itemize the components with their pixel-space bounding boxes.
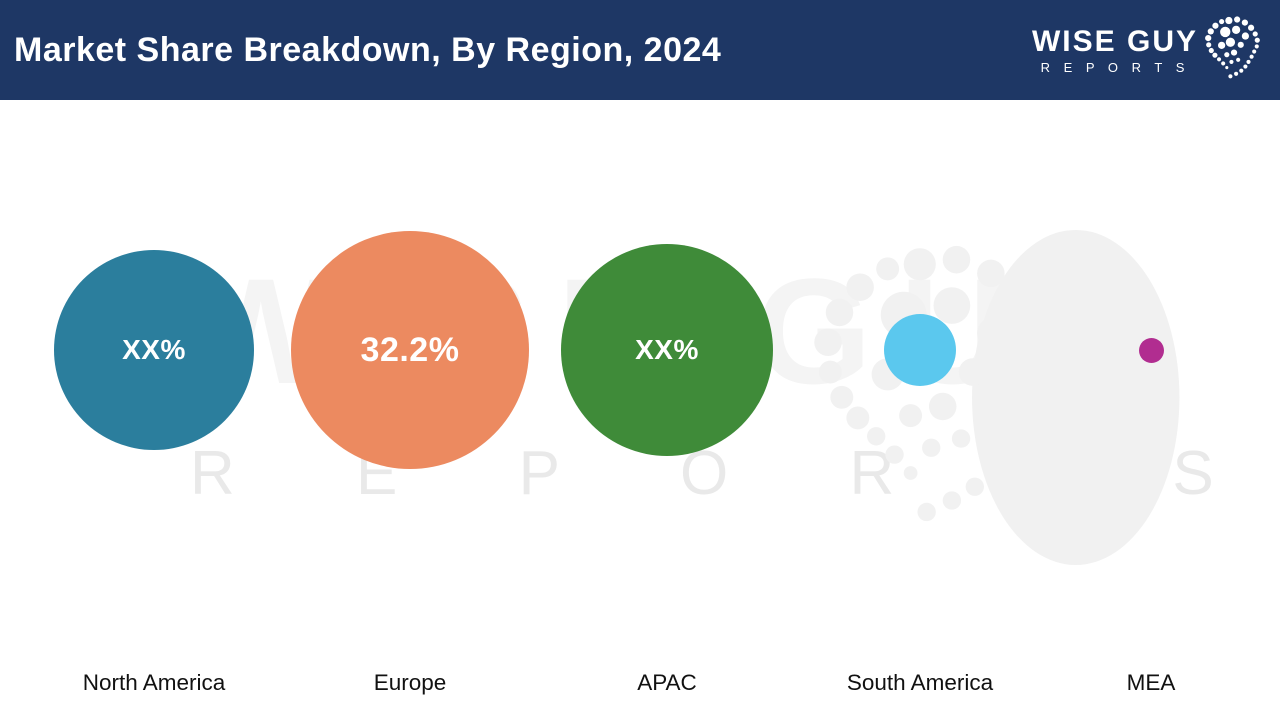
bubble-north-america: XX% [54, 250, 254, 450]
category-label-north-america: North America [82, 670, 226, 695]
watermark-head-icon [814, 229, 1180, 566]
logo-wordmark: WISE GUY [1031, 24, 1198, 58]
logo-text: WISE GUY R E P O R T S [1032, 25, 1198, 75]
bubble-value-label: XX% [122, 334, 186, 365]
category-label-europe: Europe [373, 670, 447, 695]
logo-head-icon [1205, 16, 1260, 79]
bubble-mea [1138, 337, 1164, 363]
bubble-value-label: 32.2% [360, 330, 460, 369]
page-title: Market Share Breakdown, By Region, 2024 [14, 30, 722, 69]
header: Market Share Breakdown, By Region, 2024 … [0, 0, 1280, 100]
bubble-value-label: XX% [635, 334, 699, 365]
category-label-mea: MEA [1126, 670, 1176, 695]
logo-subtitle: R E P O R T S [1040, 59, 1190, 75]
category-label-apac: APAC [637, 670, 697, 695]
wise-guy-logo: WISE GUY R E P O R T S [1032, 11, 1264, 89]
bubble-europe: 32.2% [291, 231, 529, 469]
bubble-apac: XX% [561, 244, 773, 456]
category-label-south-america: South America [846, 670, 994, 695]
bubble-south-america [884, 314, 956, 386]
